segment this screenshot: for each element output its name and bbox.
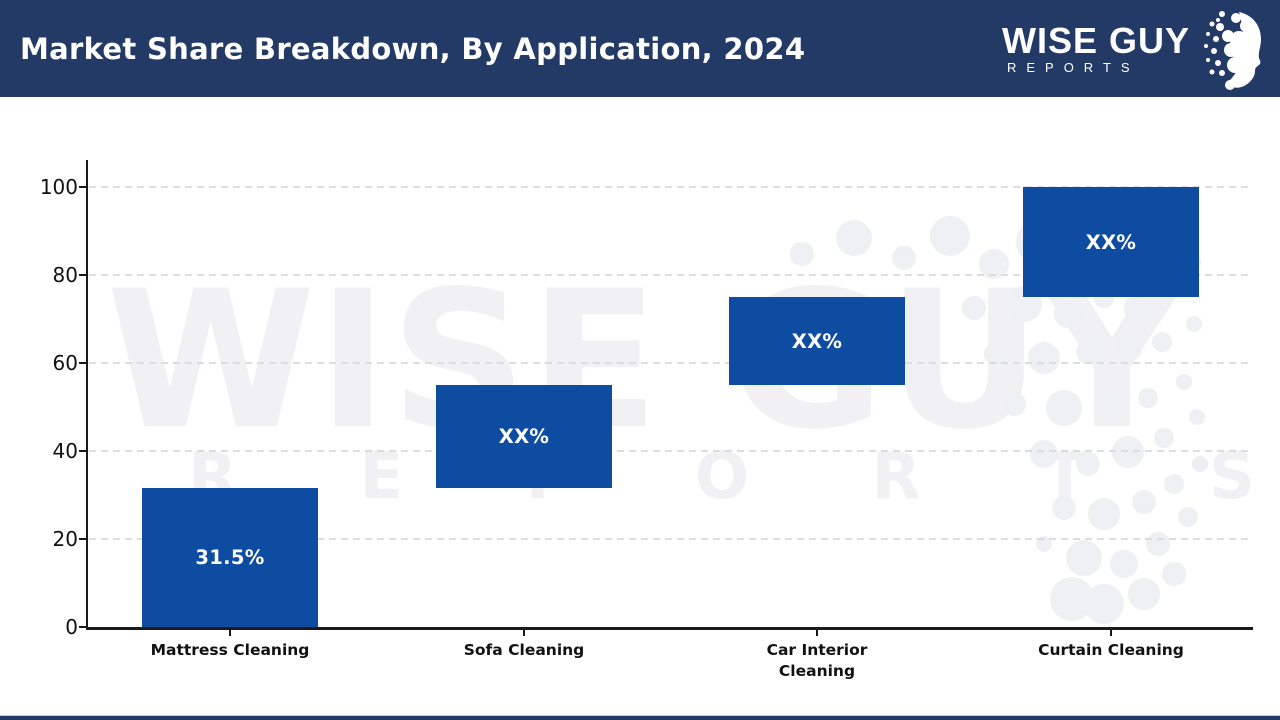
watermark-subtitle: R E P O R T S <box>188 440 1280 514</box>
gridline-60 <box>89 362 1253 364</box>
footer-bar <box>0 715 1280 720</box>
x-axis-line <box>86 627 1253 630</box>
bar-car-interior-cleaning: XX% <box>729 297 905 385</box>
gridline-20 <box>89 538 1253 540</box>
x-tick-mark-mattress-cleaning <box>229 629 231 636</box>
y-tick-label-0: 0 <box>65 615 78 639</box>
gridline-80 <box>89 274 1253 276</box>
bar-value-label-car-interior-cleaning: XX% <box>791 329 843 353</box>
y-tick-mark-20 <box>79 538 88 540</box>
y-tick-label-100: 100 <box>39 175 78 199</box>
y-tick-mark-100 <box>79 186 88 188</box>
bar-value-label-sofa-cleaning: XX% <box>498 425 550 449</box>
category-label-line: Car Interior <box>766 641 868 659</box>
x-tick-mark-sofa-cleaning <box>523 629 525 636</box>
gridline-40 <box>89 450 1253 452</box>
x-tick-mark-curtain-cleaning <box>1110 629 1112 636</box>
logo-wordmark: WISE GUY <box>1001 20 1190 61</box>
wise-guy-reports-logo: WISE GUY REPORTS <box>1002 6 1266 92</box>
y-axis-line <box>86 160 88 630</box>
y-tick-label-80: 80 <box>52 263 78 287</box>
x-axis-category-label-curtain-cleaning: Curtain Cleaning <box>1011 640 1211 661</box>
x-axis-category-label-car-interior-cleaning: Car Interior Cleaning <box>717 640 917 682</box>
x-tick-mark-car-interior-cleaning <box>816 629 818 636</box>
bar-sofa-cleaning: XX% <box>436 385 612 489</box>
y-tick-label-60: 60 <box>52 351 78 375</box>
page-title: Market Share Breakdown, By Application, … <box>20 31 806 66</box>
logo-subtitle: REPORTS <box>1006 60 1140 75</box>
bar-value-label-mattress-cleaning: 31.5% <box>195 546 265 570</box>
y-tick-label-20: 20 <box>52 527 78 551</box>
bar-value-label-curtain-cleaning: XX% <box>1085 230 1137 254</box>
y-tick-mark-60 <box>79 362 88 364</box>
x-axis-category-label-sofa-cleaning: Sofa Cleaning <box>424 640 624 661</box>
y-tick-mark-0 <box>79 626 88 628</box>
gridline-100 <box>89 186 1253 188</box>
y-tick-label-40: 40 <box>52 439 78 463</box>
x-axis-category-label-mattress-cleaning: Mattress Cleaning <box>130 640 330 661</box>
category-label-line: Mattress Cleaning <box>150 641 310 659</box>
category-label-line: Cleaning <box>778 662 856 680</box>
logo-face-icon <box>1204 11 1261 90</box>
header-bar: Market Share Breakdown, By Application, … <box>0 0 1280 97</box>
bar-mattress-cleaning: 31.5% <box>142 488 318 627</box>
bar-curtain-cleaning: XX% <box>1023 187 1199 297</box>
category-label-line: Curtain Cleaning <box>1038 641 1184 659</box>
y-tick-mark-40 <box>79 450 88 452</box>
category-label-line: Sofa Cleaning <box>463 641 585 659</box>
watermark-wordmark: WISE GUY <box>106 250 1183 471</box>
y-tick-mark-80 <box>79 274 88 276</box>
